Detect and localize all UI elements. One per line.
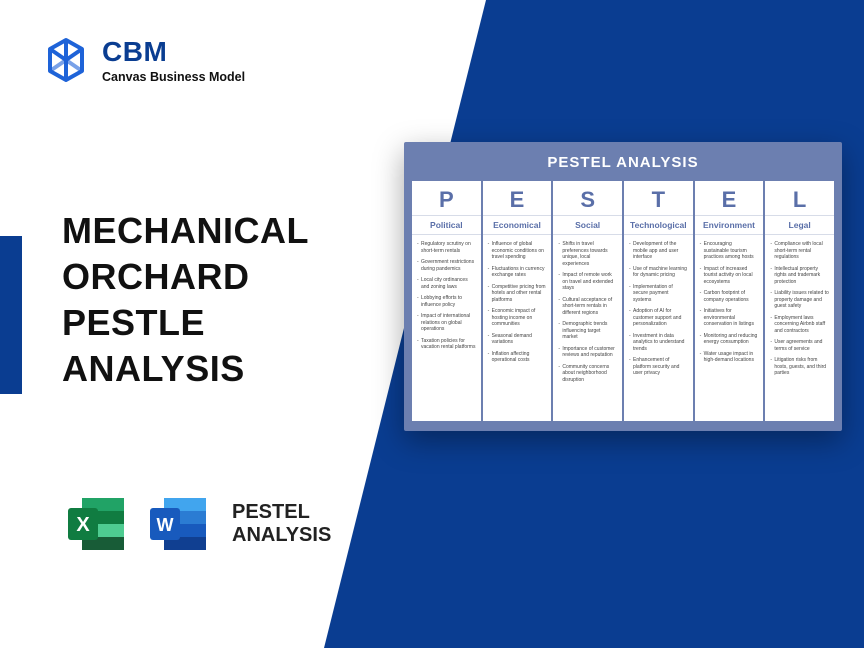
excel-icon: X xyxy=(62,490,130,558)
pestel-item: Cultural acceptance of short-term rental… xyxy=(558,297,617,317)
pestel-items: Regulatory scrutiny on short-term rental… xyxy=(412,235,481,421)
pestel-item: Development of the mobile app and user i… xyxy=(629,241,688,261)
pestel-letter: S xyxy=(553,181,622,216)
pestel-item: Initiatives for environmental conservati… xyxy=(700,308,759,328)
pestel-item: Litigation risks from hosts, guests, and… xyxy=(770,357,829,377)
pestel-items: Compliance with local short-term rental … xyxy=(765,235,834,421)
pestel-title: PESTEL ANALYSIS xyxy=(412,142,834,181)
pestel-letter: T xyxy=(624,181,693,216)
pestel-item: Liability issues related to property dam… xyxy=(770,290,829,310)
title-line: ANALYSIS xyxy=(62,346,309,392)
pestel-column: LLegal Compliance with local short-term r… xyxy=(765,181,834,421)
pestel-category-name: Legal xyxy=(765,216,834,235)
pestel-item: Monitoring and reducing energy consumpti… xyxy=(700,333,759,346)
file-label: PESTEL ANALYSIS xyxy=(232,501,331,547)
pestel-letter: L xyxy=(765,181,834,216)
pestel-item: Intellectual property rights and tradema… xyxy=(770,266,829,286)
pestel-column: EEnvironment Encouraging sustainable tour… xyxy=(695,181,764,421)
pestel-item: Lobbying efforts to influence policy xyxy=(417,295,476,308)
logo: CBM Canvas Business Model xyxy=(42,36,245,84)
pestel-letter: E xyxy=(695,181,764,216)
pestel-column: PPolitical Regulatory scrutiny on short-t… xyxy=(412,181,481,421)
pestel-item: Influence of global economic conditions … xyxy=(488,241,547,261)
pestel-item: Employment laws concerning Airbnb staff … xyxy=(770,315,829,335)
pestel-item: Impact of remote work on travel and exte… xyxy=(558,272,617,292)
pestel-item: Importance of customer reviews and reput… xyxy=(558,346,617,359)
pestel-item: Water usage impact in high-demand locati… xyxy=(700,351,759,364)
file-label-line: PESTEL xyxy=(232,501,331,524)
title-line: MECHANICAL xyxy=(62,208,309,254)
pestel-item: Adoption of AI for customer support and … xyxy=(629,308,688,328)
file-label-line: ANALYSIS xyxy=(232,524,331,547)
pestel-item: Shifts in travel preferences towards uni… xyxy=(558,241,617,267)
pestel-column: TTechnological Development of the mobile … xyxy=(624,181,693,421)
pestel-column: EEconomical Influence of global economic … xyxy=(483,181,552,421)
pestel-card: PESTEL ANALYSIS PPolitical Regulatory scr… xyxy=(404,142,842,431)
pestel-category-name: Political xyxy=(412,216,481,235)
pestel-item: Inflation affecting operational costs xyxy=(488,351,547,364)
pestel-item: Competitive pricing from hotels and othe… xyxy=(488,284,547,304)
pestel-item: Investment in data analytics to understa… xyxy=(629,333,688,353)
pestel-letter: P xyxy=(412,181,481,216)
pestel-item: Community concerns about neighborhood di… xyxy=(558,364,617,384)
pestel-item: Implementation of secure payment systems xyxy=(629,284,688,304)
pestel-items: Development of the mobile app and user i… xyxy=(624,235,693,421)
pestel-item: Impact of increased tourist activity on … xyxy=(700,266,759,286)
pestel-item: Taxation policies for vacation rental pl… xyxy=(417,338,476,351)
pestel-items: Shifts in travel preferences towards uni… xyxy=(553,235,622,421)
pestel-letter: E xyxy=(483,181,552,216)
pestel-category-name: Environment xyxy=(695,216,764,235)
pestel-column: SSocial Shifts in travel preferences towa… xyxy=(553,181,622,421)
pestel-item: Enhancement of platform security and use… xyxy=(629,357,688,377)
pestel-item: Local city ordinances and zoning laws xyxy=(417,277,476,290)
pestel-item: Compliance with local short-term rental … xyxy=(770,241,829,261)
svg-text:W: W xyxy=(157,515,174,535)
pestel-items: Encouraging sustainable tourism practice… xyxy=(695,235,764,421)
pestel-item: Fluctuations in currency exchange rates xyxy=(488,266,547,279)
pestel-item: Seasonal demand variations xyxy=(488,333,547,346)
pestel-item: Impact of international relations on glo… xyxy=(417,313,476,333)
word-icon: W xyxy=(144,490,212,558)
pestel-item: Carbon footprint of company operations xyxy=(700,290,759,303)
pestel-category-name: Social xyxy=(553,216,622,235)
file-icons-row: X W PESTEL ANALYSIS xyxy=(62,490,331,558)
pestel-item: Government restrictions during pandemics xyxy=(417,259,476,272)
title-line: PESTLE xyxy=(62,300,309,346)
accent-bar xyxy=(0,236,22,394)
logo-icon xyxy=(42,36,90,84)
pestel-item: Use of machine learning for dynamic pric… xyxy=(629,266,688,279)
svg-text:X: X xyxy=(76,514,90,536)
pestel-category-name: Technological xyxy=(624,216,693,235)
brand-name: CBM xyxy=(102,36,245,68)
page-title: MECHANICAL ORCHARD PESTLE ANALYSIS xyxy=(62,208,309,392)
pestel-grid: PPolitical Regulatory scrutiny on short-t… xyxy=(412,181,834,421)
pestel-items: Influence of global economic conditions … xyxy=(483,235,552,421)
pestel-item: Encouraging sustainable tourism practice… xyxy=(700,241,759,261)
title-line: ORCHARD xyxy=(62,254,309,300)
pestel-item: Demographic trends influencing target ma… xyxy=(558,321,617,341)
pestel-category-name: Economical xyxy=(483,216,552,235)
brand-tagline: Canvas Business Model xyxy=(102,70,245,84)
pestel-item: Regulatory scrutiny on short-term rental… xyxy=(417,241,476,254)
pestel-item: Economic impact of hosting income on com… xyxy=(488,308,547,328)
pestel-item: User agreements and terms of service xyxy=(770,339,829,352)
